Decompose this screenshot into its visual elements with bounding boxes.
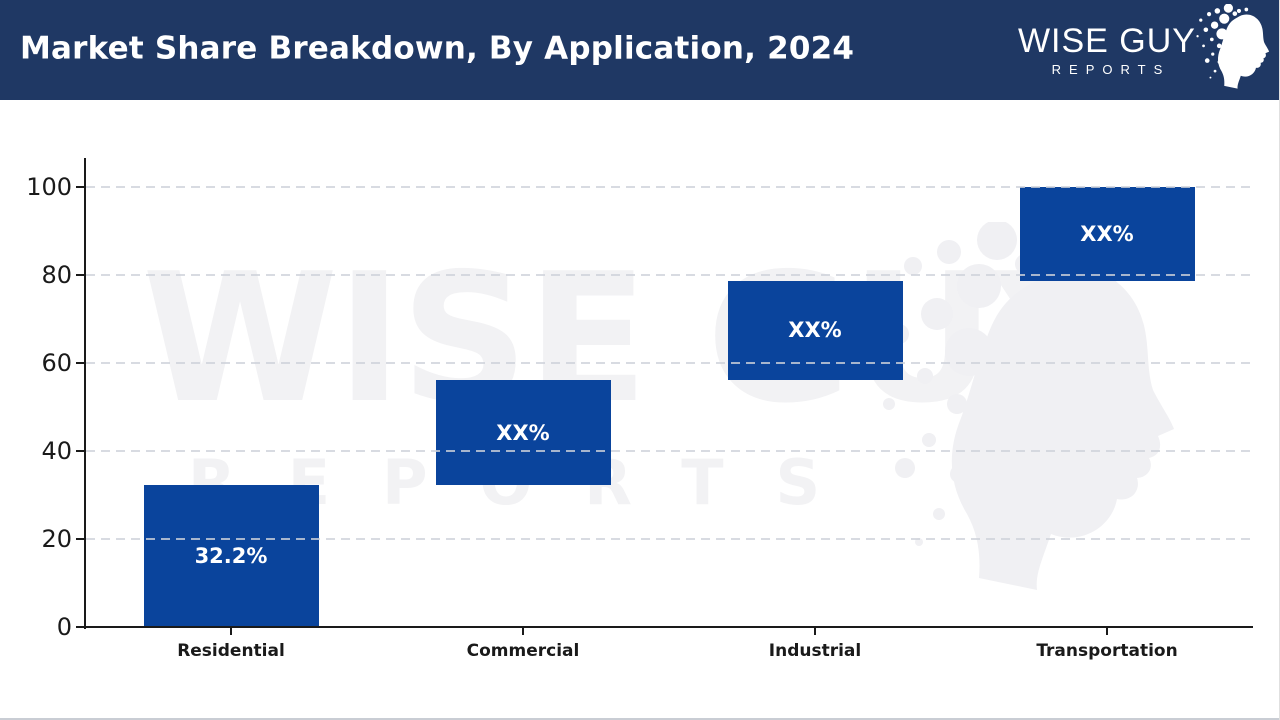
x-tick-label-commercial: Commercial [466, 641, 580, 661]
chart-title: Market Share Breakdown, By Application, … [20, 30, 855, 67]
y-tick-label-20: 20 [41, 525, 72, 553]
x-tick-label-transportation: Transportation [1036, 641, 1178, 661]
bar-transportation [1019, 187, 1195, 281]
x-tick-industrial [814, 628, 816, 635]
bar-value-label-commercial: XX% [496, 420, 550, 445]
gridline-20 [86, 538, 1253, 540]
y-tick-60 [76, 362, 85, 364]
gridline-100 [86, 186, 1253, 188]
y-tick-label-40: 40 [41, 437, 72, 465]
wise-guy-reports-logo: WISE GUY REPORTS [1018, 0, 1278, 100]
logo-wordmark: WISE GUY REPORTS [1018, 24, 1196, 77]
y-tick-80 [76, 274, 85, 276]
y-tick-label-100: 100 [26, 173, 72, 201]
header-banner: Market Share Breakdown, By Application, … [0, 0, 1279, 100]
bar-residential [143, 485, 319, 627]
y-tick-40 [76, 450, 85, 452]
x-tick-label-industrial: Industrial [768, 641, 862, 661]
gridline-60 [86, 362, 1253, 364]
bar-value-label-transportation: XX% [1080, 221, 1134, 246]
y-tick-0 [76, 626, 85, 628]
x-tick-residential [230, 628, 232, 635]
gridline-40 [86, 450, 1253, 452]
bar-commercial [435, 380, 611, 486]
logo-line2: REPORTS [1051, 61, 1171, 77]
y-tick-label-80: 80 [41, 261, 72, 289]
y-tick-20 [76, 538, 85, 540]
bar-value-label-industrial: XX% [788, 318, 842, 343]
x-tick-label-residential: Residential [177, 641, 285, 661]
y-tick-100 [76, 186, 85, 188]
y-tick-label-0: 0 [56, 613, 72, 641]
bottom-border [0, 718, 1279, 720]
x-tick-transportation [1106, 628, 1108, 635]
gridline-80 [86, 274, 1253, 276]
bar-value-label-residential: 32.2% [194, 544, 268, 569]
x-axis-line [84, 626, 1253, 628]
waterfall-chart: 0 20 40 60 80 100 32.2% Residential XX% Commercia… [0, 100, 1279, 720]
logo-line1: WISE GUY [1017, 21, 1196, 60]
y-axis-line [84, 158, 86, 629]
y-tick-label-60: 60 [41, 349, 72, 377]
x-tick-commercial [522, 628, 524, 635]
logo-face-icon [1182, 4, 1278, 96]
